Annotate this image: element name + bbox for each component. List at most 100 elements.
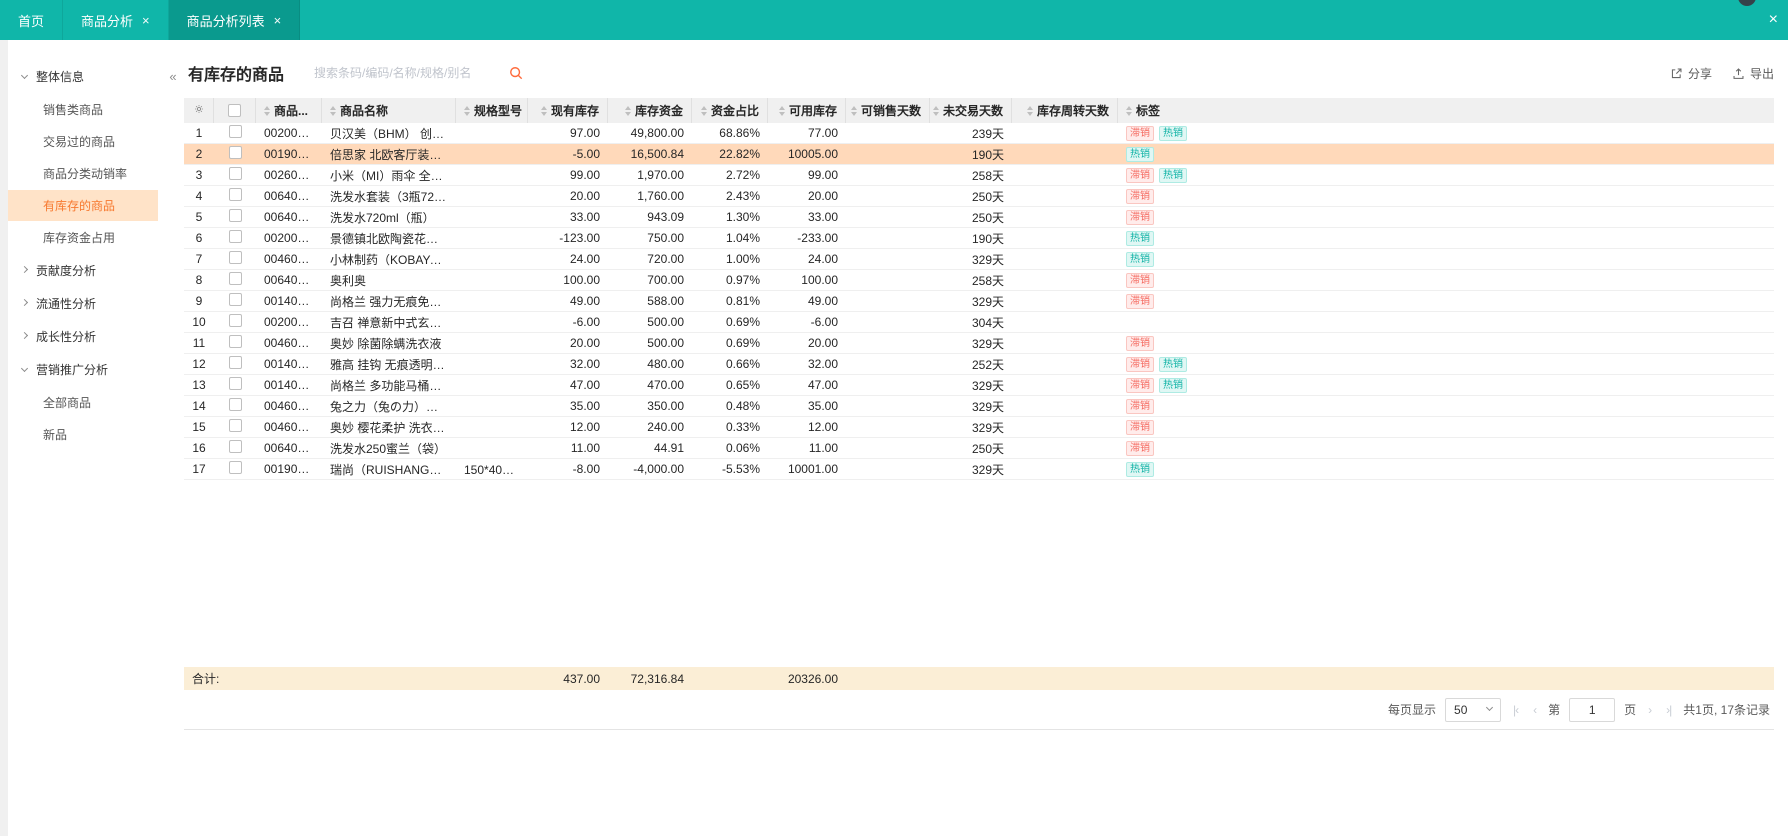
floating-button-partial[interactable] xyxy=(1738,0,1756,6)
tab-2[interactable]: 商品分析列表 × xyxy=(168,0,301,40)
cell-no_trade: 329天 xyxy=(971,378,1004,393)
column-header-turnover[interactable]: 库存周转天数 xyxy=(1012,98,1118,123)
column-header-no_trade[interactable]: 未交易天数 xyxy=(930,98,1012,123)
page-number-input[interactable] xyxy=(1569,697,1616,722)
export-button[interactable]: 导出 xyxy=(1732,65,1774,82)
table-row[interactable]: 6 002000... 景德镇北欧陶瓷花瓶摆件 优质 -123.00 750.00 1.0… xyxy=(184,228,1774,249)
column-header-tags[interactable]: 标签 xyxy=(1118,98,1774,123)
row-checkbox[interactable] xyxy=(228,356,242,369)
sidebar-item-0-2[interactable]: 商品分类动销率 xyxy=(43,167,128,181)
row-checkbox[interactable] xyxy=(228,461,242,474)
table-row[interactable]: 9 001400... 尚格兰 强力无痕免打孔浴室 49.00 588.00 0.81% 4… xyxy=(184,291,1774,312)
last-page-button[interactable]: ›| xyxy=(1666,702,1672,717)
sort-icon[interactable] xyxy=(264,105,270,116)
table-row[interactable]: 5 006400... 洗发水720ml（瓶） 33.00 943.09 1.30% 33.… xyxy=(184,207,1774,228)
table-row[interactable]: 4 006400... 洗发水套装（3瓶720ml+1瓶） 20.00 1,760.00… xyxy=(184,186,1774,207)
table-row[interactable]: 16 006400... 洗发水250蜜兰（袋） 11.00 44.91 0.06% 11.… xyxy=(184,438,1774,459)
cell-fund: 1,760.00 xyxy=(637,189,684,203)
sidebar-group-0[interactable]: 整体信息 xyxy=(8,60,174,93)
tab-1[interactable]: 商品分析 × xyxy=(63,0,169,40)
sort-icon[interactable] xyxy=(778,105,785,116)
sort-icon[interactable] xyxy=(1026,105,1033,116)
sort-icon[interactable] xyxy=(624,105,631,116)
sort-icon[interactable] xyxy=(330,105,336,116)
column-header-sell_days[interactable]: 可销售天数 xyxy=(846,98,930,123)
cell-stock: 11.00 xyxy=(570,441,600,455)
sort-icon[interactable] xyxy=(1126,105,1132,116)
sort-icon[interactable] xyxy=(464,105,470,116)
row-checkbox[interactable] xyxy=(228,167,242,180)
tab-close-icon[interactable]: × xyxy=(273,12,282,28)
row-checkbox[interactable] xyxy=(228,188,242,201)
sidebar-group-2[interactable]: 流通性分析 xyxy=(8,287,174,320)
main-panel: 有库存的商品 分享 导出 商品... 商品名称 规格型号 现有库存 库存资金 资金占比 可用… xyxy=(174,40,1788,836)
table-row[interactable]: 7 004600... 小林制药（KOBAYASHI）日本 24.00 720.00 1.… xyxy=(184,249,1774,270)
sidebar-group-3[interactable]: 成长性分析 xyxy=(8,320,174,353)
row-checkbox[interactable] xyxy=(228,146,242,159)
sidebar-collapse-button[interactable]: « xyxy=(163,66,183,86)
chevron-down-icon xyxy=(1485,703,1494,712)
sidebar-group-4[interactable]: 营销推广分析 xyxy=(8,353,174,386)
column-header-fund[interactable]: 库存资金 xyxy=(608,98,692,123)
sidebar-item-4-1[interactable]: 新品 xyxy=(43,428,68,442)
sort-icon[interactable] xyxy=(932,105,939,116)
row-checkbox[interactable] xyxy=(228,272,242,285)
next-page-button[interactable]: › xyxy=(1648,702,1652,717)
table-row[interactable]: 12 001400... 雅高 挂钩 无痕透明粘钩 强力 32.00 480.00 0.6… xyxy=(184,354,1774,375)
sidebar-item-0-3[interactable]: 有库存的商品 xyxy=(8,190,158,221)
per-page-select[interactable]: 50 xyxy=(1445,697,1502,722)
column-header-ratio[interactable]: 资金占比 xyxy=(692,98,768,123)
table-row[interactable]: 13 001400... 尚格兰 多功能马桶刷套装 免 47.00 470.00 0.65… xyxy=(184,375,1774,396)
sort-icon[interactable] xyxy=(850,105,857,116)
column-label: 商品... xyxy=(274,104,309,118)
row-checkbox[interactable] xyxy=(228,125,242,138)
row-checkbox[interactable] xyxy=(228,440,242,453)
table-row[interactable]: 8 006400... 奥利奥 100.00 700.00 0.97% 100.00 258天… xyxy=(184,270,1774,291)
column-header-spec[interactable]: 规格型号 xyxy=(456,98,528,123)
row-checkbox[interactable] xyxy=(228,293,242,306)
table-row[interactable]: 15 004600... 奥妙 樱花柔护 洗衣凝珠 10 12.00 240.00 0.3… xyxy=(184,417,1774,438)
table-row[interactable]: 11 004600... 奥妙 除菌除螨洗衣液 20.00 500.00 0.69% 20.… xyxy=(184,333,1774,354)
search-input[interactable] xyxy=(314,66,500,80)
table-row[interactable]: 14 004600... 兔之力（兔の力）粘毛器粘 35.00 350.00 0.48% 3… xyxy=(184,396,1774,417)
row-checkbox[interactable] xyxy=(228,377,242,390)
table-row[interactable]: 10 002000... 吉召 禅意新中式玄关摆件客 -6.00 500.00 0.69%… xyxy=(184,312,1774,333)
row-checkbox[interactable] xyxy=(228,335,242,348)
row-checkbox[interactable] xyxy=(228,209,242,222)
sidebar-item-0-4[interactable]: 库存资金占用 xyxy=(43,231,116,245)
cell-ratio: 0.69% xyxy=(725,336,760,350)
close-workspace-icon[interactable]: × xyxy=(1768,11,1778,28)
tab-0[interactable]: 首页 xyxy=(0,0,64,40)
sidebar-item-4-0[interactable]: 全部商品 xyxy=(43,396,92,410)
sort-icon[interactable] xyxy=(540,105,547,116)
gear-icon[interactable] xyxy=(193,103,205,118)
tab-close-icon[interactable]: × xyxy=(142,12,150,28)
tag-badge: 滞销 xyxy=(1126,125,1154,141)
column-header-stock[interactable]: 现有库存 xyxy=(528,98,608,123)
cell-stock: -8.00 xyxy=(572,462,600,476)
table-row[interactable]: 2 001900... 倍思家 北欧客厅装饰画卧室床头 -5.00 16,500.84 2… xyxy=(184,144,1774,165)
share-button[interactable]: 分享 xyxy=(1670,65,1712,82)
sidebar-item-0-1[interactable]: 交易过的商品 xyxy=(43,135,116,149)
row-checkbox[interactable] xyxy=(228,314,242,327)
select-all-checkbox[interactable] xyxy=(228,104,241,117)
sidebar-item-0-0[interactable]: 销售类商品 xyxy=(43,103,104,117)
column-header-name[interactable]: 商品名称 xyxy=(322,98,456,123)
row-checkbox[interactable] xyxy=(228,230,242,243)
cell-stock: 20.00 xyxy=(569,336,600,350)
table-row[interactable]: 17 001900... 瑞尚（RUISHANG） 卧室装饰画 150*40厘米 -8.… xyxy=(184,459,1774,480)
row-checkbox[interactable] xyxy=(228,251,242,264)
total-row: 合计: 437.00 72,316.84 20326.00 xyxy=(184,667,1774,690)
table-row[interactable]: 1 002000... 贝汉美（BHM） 创意北欧陶瓷摆件 97.00 49,800.0… xyxy=(184,123,1774,144)
pagination-bar: 每页显示 50 |‹ ‹ 第 页 › ›| 共1页, 17条记录 xyxy=(184,690,1774,730)
first-page-button[interactable]: |‹ xyxy=(1513,702,1519,717)
sort-icon[interactable] xyxy=(700,105,707,116)
prev-page-button[interactable]: ‹ xyxy=(1533,702,1537,717)
column-header-code[interactable]: 商品... xyxy=(256,98,322,123)
search-icon[interactable] xyxy=(509,66,523,80)
column-header-avail[interactable]: 可用库存 xyxy=(768,98,846,123)
row-checkbox[interactable] xyxy=(228,419,242,432)
row-checkbox[interactable] xyxy=(228,398,242,411)
table-row[interactable]: 3 002600... 小米（MI）雨伞 全自动折叠伞 99.00 1,970.00 2.… xyxy=(184,165,1774,186)
sidebar-group-1[interactable]: 贡献度分析 xyxy=(8,254,174,287)
